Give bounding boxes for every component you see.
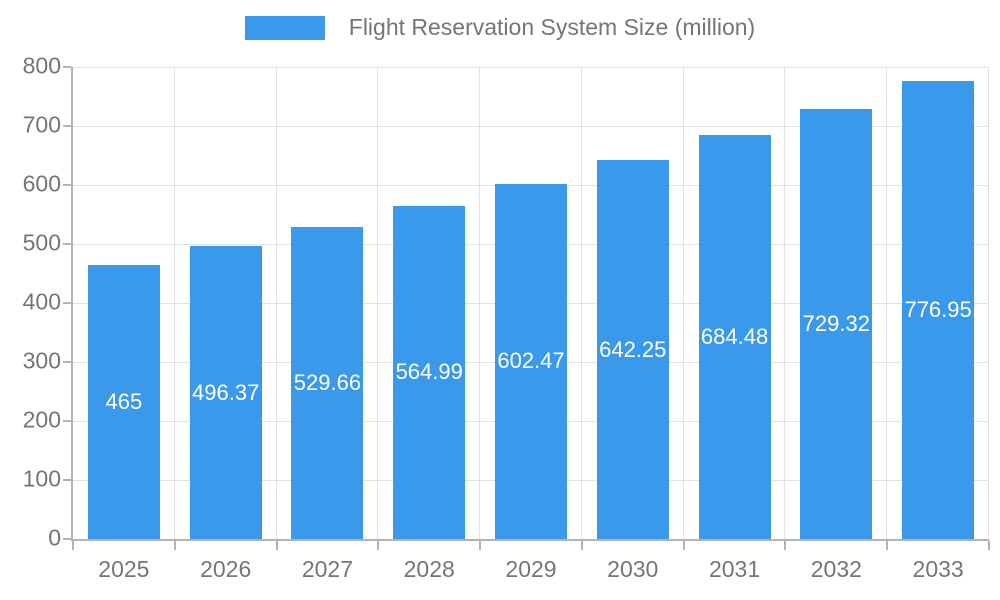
- x-axis-tick: [275, 541, 278, 550]
- bar-value-label: 602.47: [497, 348, 565, 374]
- v-gridline: [682, 67, 684, 539]
- v-gridline: [886, 67, 888, 539]
- x-axis-label: 2026: [200, 556, 252, 582]
- y-axis-label: 500: [22, 229, 61, 256]
- legend-label: Flight Reservation System Size (million): [348, 14, 756, 40]
- v-gridline: [580, 67, 582, 539]
- plot-area: 0 100 200 300 400 500 600 700 800 465 2025 496.37 20…: [23, 52, 990, 582]
- bar-value-label: 465: [105, 388, 143, 414]
- bar-2031: 684.48: [698, 135, 771, 539]
- bar-2033: 776.95: [902, 80, 975, 539]
- bar-value-label: 529.66: [293, 369, 362, 395]
- y-axis-label: 400: [22, 288, 61, 315]
- x-axis-tick: [988, 541, 990, 550]
- x-axis-label: 2029: [505, 556, 557, 582]
- v-gridline: [173, 67, 175, 539]
- x-axis-tick: [682, 541, 685, 550]
- x-axis-label: 2027: [301, 556, 354, 582]
- x-axis-label: 2032: [810, 556, 862, 582]
- y-axis-tick: [63, 538, 71, 540]
- y-axis-tick: [63, 125, 71, 127]
- bar-2026: 496.37: [189, 246, 262, 539]
- bar-2029: 602.47: [495, 183, 567, 539]
- x-axis-tick: [173, 541, 176, 550]
- v-gridline: [275, 67, 277, 539]
- y-axis-label: 600: [22, 170, 61, 197]
- bar-value-label: 776.95: [904, 296, 972, 322]
- x-axis-label: 2030: [607, 556, 659, 582]
- chart-legend[interactable]: Flight Reservation System Size (million): [0, 14, 1000, 41]
- y-axis-tick: [63, 479, 71, 481]
- v-gridline: [479, 67, 481, 539]
- x-axis-label: 2025: [98, 556, 150, 582]
- y-axis-tick: [63, 243, 71, 245]
- x-axis-tick: [784, 541, 787, 550]
- x-axis-tick: [377, 541, 380, 550]
- legend-swatch-icon: [244, 15, 325, 40]
- x-axis-tick: [886, 541, 889, 550]
- y-axis-label: 100: [22, 465, 61, 492]
- y-axis-label: 200: [22, 406, 61, 433]
- bar-2027: 529.66: [291, 226, 364, 539]
- x-axis-label: 2028: [403, 556, 455, 582]
- v-gridline: [784, 67, 786, 539]
- bar-2028: 564.99: [393, 205, 466, 539]
- y-axis-label: 800: [22, 52, 61, 79]
- y-axis-label: 0: [48, 524, 61, 551]
- h-gridline: [73, 126, 989, 127]
- y-axis-line: [71, 67, 73, 539]
- bar-value-label: 642.25: [599, 336, 667, 362]
- bar-value-label: 684.48: [700, 324, 769, 350]
- x-axis-label: 2031: [708, 556, 761, 582]
- bar-2032: 729.32: [800, 108, 873, 539]
- x-axis-tick: [580, 541, 583, 550]
- x-axis-tick: [72, 541, 74, 550]
- bar-2025: 465: [87, 264, 160, 539]
- y-axis-label: 300: [22, 347, 61, 374]
- x-axis-tick: [479, 541, 482, 550]
- y-axis-label: 700: [22, 111, 61, 138]
- bar-2030: 642.25: [596, 160, 669, 539]
- x-axis-line: [71, 539, 989, 541]
- x-axis-label: 2033: [912, 556, 964, 582]
- bar-value-label: 496.37: [192, 379, 260, 405]
- bar-value-label: 564.99: [395, 359, 463, 385]
- bar-value-label: 729.32: [802, 310, 870, 336]
- y-axis-tick: [63, 184, 71, 186]
- v-gridline: [377, 67, 379, 539]
- y-axis-tick: [63, 302, 71, 304]
- v-gridline: [988, 67, 989, 539]
- h-gridline: [73, 67, 989, 68]
- y-axis-tick: [63, 420, 71, 422]
- y-axis-tick: [63, 361, 71, 363]
- y-axis-tick: [63, 66, 71, 68]
